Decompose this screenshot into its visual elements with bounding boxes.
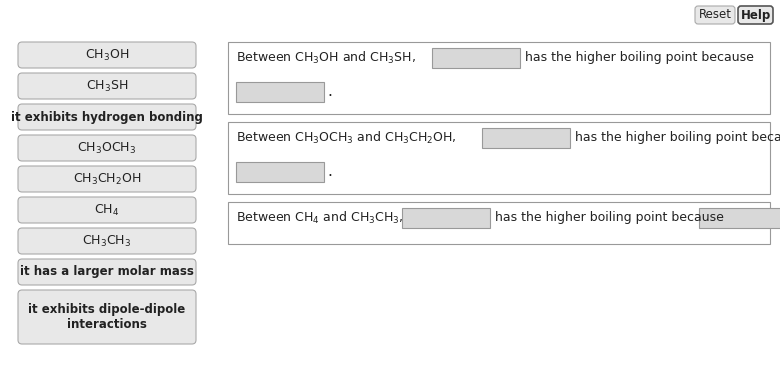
Text: has the higher boiling point because: has the higher boiling point because [525, 51, 754, 64]
Text: .: . [327, 165, 332, 180]
Text: it has a larger molar mass: it has a larger molar mass [20, 266, 194, 279]
Text: CH$_4$: CH$_4$ [94, 202, 119, 217]
FancyBboxPatch shape [695, 6, 735, 24]
Text: has the higher boiling point because: has the higher boiling point because [575, 132, 780, 144]
Bar [236, 162, 324, 182]
FancyBboxPatch shape [18, 166, 196, 192]
Text: has the higher boiling point because: has the higher boiling point because [495, 211, 724, 225]
FancyBboxPatch shape [18, 73, 196, 99]
FancyBboxPatch shape [18, 135, 196, 161]
Bar [482, 128, 570, 148]
Text: .: . [327, 84, 332, 99]
Text: CH$_3$OCH$_3$: CH$_3$OCH$_3$ [77, 141, 136, 156]
Text: CH$_3$SH: CH$_3$SH [86, 78, 128, 93]
FancyBboxPatch shape [18, 259, 196, 285]
FancyBboxPatch shape [18, 42, 196, 68]
Text: Reset: Reset [699, 9, 732, 21]
Text: it exhibits hydrogen bonding: it exhibits hydrogen bonding [11, 111, 203, 123]
Bar [402, 208, 490, 228]
Text: Between CH$_3$OH and CH$_3$SH,: Between CH$_3$OH and CH$_3$SH, [236, 50, 416, 66]
Text: Between CH$_4$ and CH$_3$CH$_3$,: Between CH$_4$ and CH$_3$CH$_3$, [236, 210, 403, 226]
Bar [432, 48, 520, 68]
FancyBboxPatch shape [18, 104, 196, 130]
FancyBboxPatch shape [18, 228, 196, 254]
FancyBboxPatch shape [18, 290, 196, 344]
Bar [228, 42, 770, 114]
Bar [228, 122, 770, 194]
Bar [228, 202, 770, 244]
FancyBboxPatch shape [18, 197, 196, 223]
Bar [236, 82, 324, 102]
Bar [699, 208, 780, 228]
Text: CH$_3$CH$_2$OH: CH$_3$CH$_2$OH [73, 171, 141, 186]
FancyBboxPatch shape [738, 6, 773, 24]
Text: Help: Help [740, 9, 771, 21]
Text: interactions: interactions [67, 318, 147, 330]
Text: Between CH$_3$OCH$_3$ and CH$_3$CH$_2$OH,: Between CH$_3$OCH$_3$ and CH$_3$CH$_2$OH… [236, 130, 456, 146]
Text: CH$_3$CH$_3$: CH$_3$CH$_3$ [83, 234, 132, 249]
Text: CH$_3$OH: CH$_3$OH [85, 48, 129, 63]
Text: it exhibits dipole-dipole: it exhibits dipole-dipole [28, 303, 186, 316]
